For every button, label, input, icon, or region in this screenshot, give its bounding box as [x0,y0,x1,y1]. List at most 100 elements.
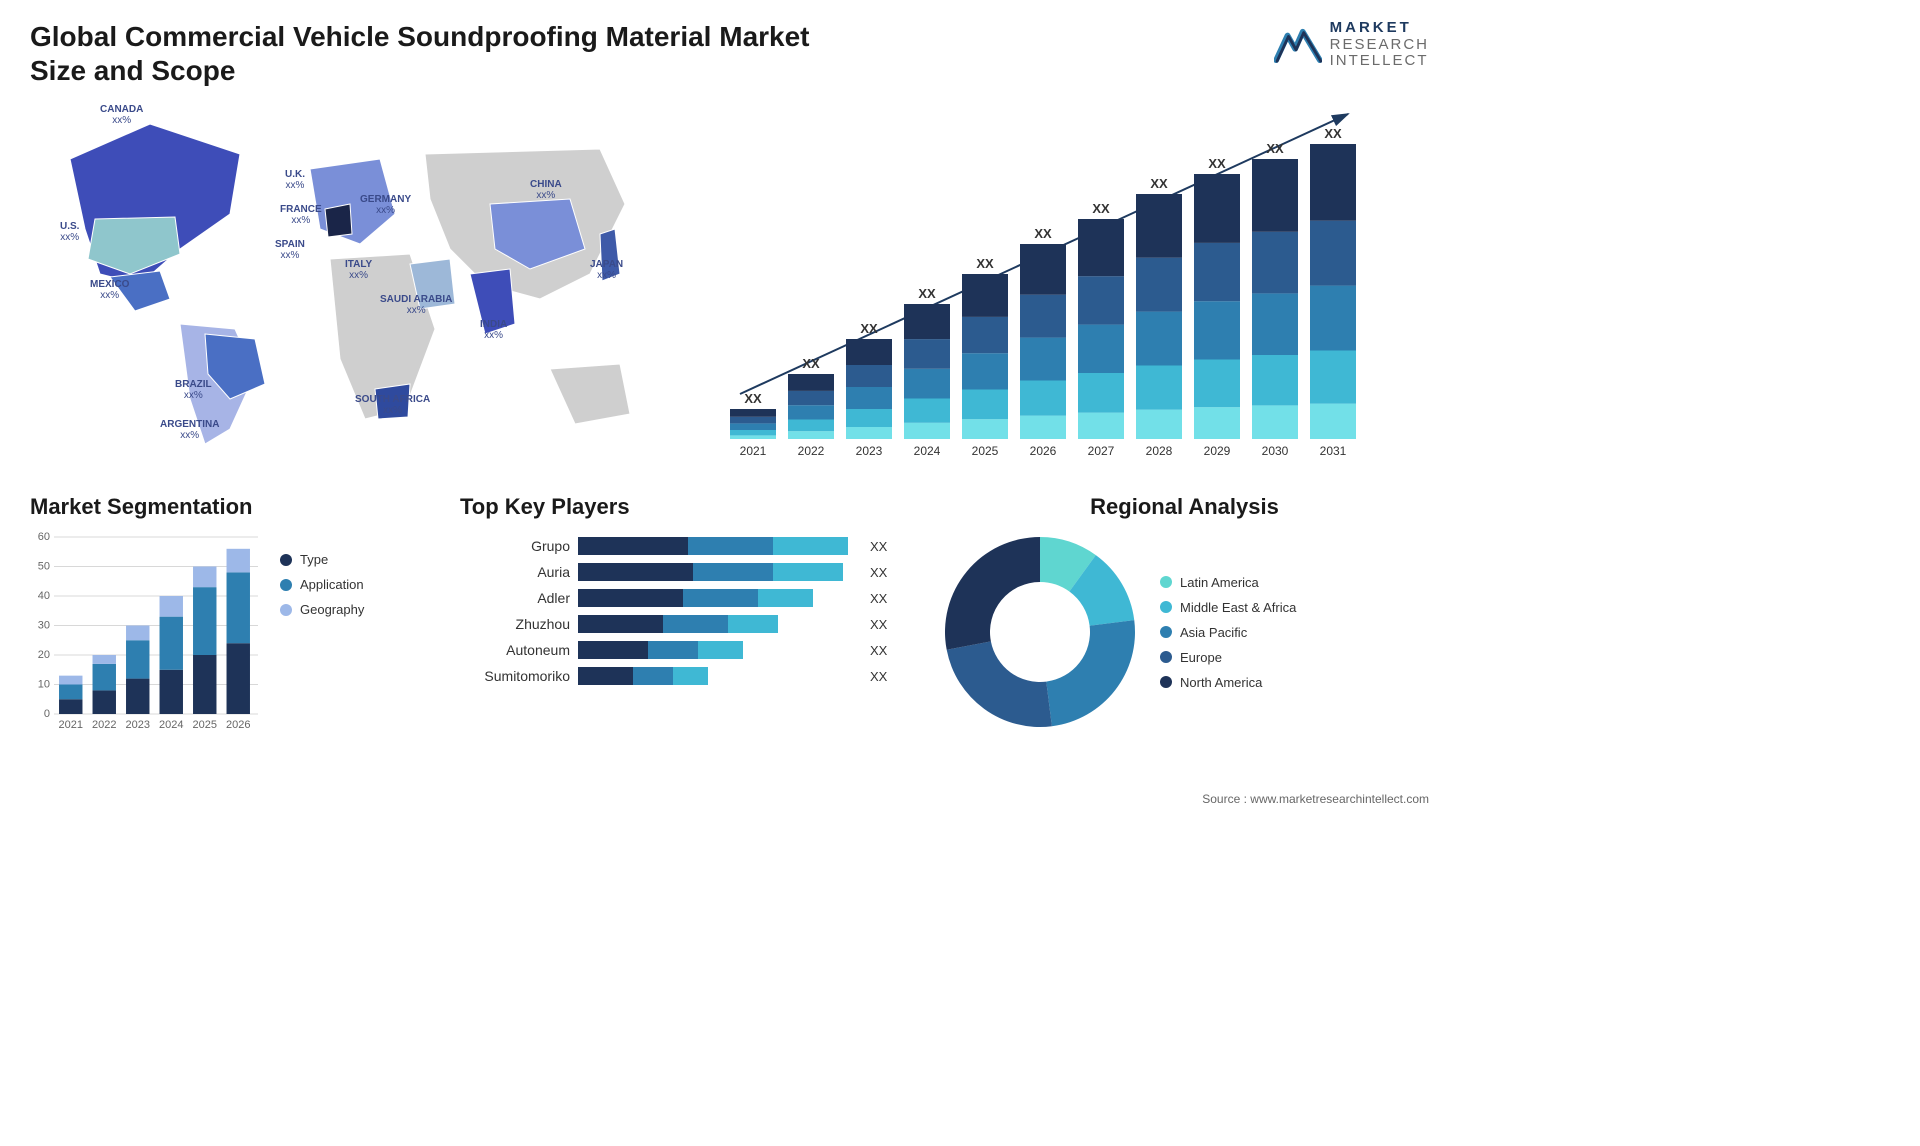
player-row: Zhuzhou XX [460,615,900,633]
svg-text:XX: XX [744,391,762,406]
svg-text:2024: 2024 [159,719,183,731]
map-label-south-africa: SOUTH AFRICAxx% [355,394,430,416]
region-legend-item: Middle East & Africa [1160,600,1296,615]
map-label-france: FRANCExx% [280,204,322,226]
svg-text:XX: XX [860,321,878,336]
world-map: CANADAxx% U.S.xx% MEXICOxx% BRAZILxx% ARGENT… [30,99,670,469]
map-label-japan: JAPANxx% [590,259,623,281]
seg-legend-item: Application [280,577,364,592]
player-bar [578,667,862,685]
svg-text:10: 10 [38,679,50,691]
player-name: Autoneum [460,642,570,658]
players-panel: Top Key Players GrupoXXAuriaXXAdlerXXZhu… [460,494,910,732]
regional-legend: Latin America Middle East & Africa Asia Pa… [1160,575,1296,690]
map-label-italy: ITALYxx% [345,259,372,281]
svg-text:20: 20 [38,649,50,661]
svg-text:2028: 2028 [1146,444,1173,458]
segmentation-panel: Market Segmentation 0 10 20 30 40 50 60 2021 202… [30,494,430,732]
map-label-u.k.: U.K.xx% [285,169,305,191]
svg-text:XX: XX [802,356,820,371]
regional-donut [940,532,1140,732]
svg-text:60: 60 [38,532,50,543]
segmentation-chart: 0 10 20 30 40 50 60 2021 2022 2023 2024 2025 2026 [30,532,260,732]
player-bar [578,537,862,555]
region-legend-item: North America [1160,675,1296,690]
segmentation-title: Market Segmentation [30,494,430,520]
regional-title: Regional Analysis [940,494,1429,520]
player-row: Autoneum XX [460,641,900,659]
svg-text:0: 0 [44,708,50,720]
player-value: XX [870,591,900,606]
svg-text:50: 50 [38,561,50,573]
player-row: Auria XX [460,563,900,581]
player-bar [578,641,862,659]
svg-text:XX: XX [1324,126,1342,141]
svg-text:2021: 2021 [59,719,83,731]
logo-line2: RESEARCH [1330,37,1429,54]
player-value: XX [870,617,900,632]
svg-text:2023: 2023 [856,444,883,458]
svg-text:XX: XX [1150,176,1168,191]
svg-text:XX: XX [976,256,994,271]
map-label-spain: SPAINxx% [275,239,305,261]
player-value: XX [870,643,900,658]
map-label-brazil: BRAZILxx% [175,379,212,401]
svg-text:2024: 2024 [914,444,941,458]
logo-line3: INTELLECT [1330,53,1429,70]
map-label-argentina: ARGENTINAxx% [160,419,219,441]
player-name: Adler [460,590,570,606]
map-label-china: CHINAxx% [530,179,562,201]
svg-text:2022: 2022 [92,719,116,731]
map-label-india: INDIAxx% [480,319,507,341]
svg-text:2029: 2029 [1204,444,1231,458]
seg-legend-item: Type [280,552,364,567]
svg-text:40: 40 [38,590,50,602]
logo-line1: MARKET [1330,20,1429,37]
svg-text:2026: 2026 [1030,444,1057,458]
player-row: Sumitomoriko XX [460,667,900,685]
player-name: Sumitomoriko [460,668,570,684]
map-label-canada: CANADAxx% [100,104,143,126]
region-legend-item: Latin America [1160,575,1296,590]
player-bar [578,589,862,607]
region-legend-item: Asia Pacific [1160,625,1296,640]
logo-icon [1274,26,1322,64]
player-name: Auria [460,564,570,580]
player-value: XX [870,539,900,554]
player-name: Zhuzhou [460,616,570,632]
map-label-germany: GERMANYxx% [360,194,411,216]
growth-bar-chart: XX 2021 XX 2022 XX 2023 XX 2024 XX 2025 XX 2026 XX 20… [710,99,1429,469]
svg-text:2027: 2027 [1088,444,1115,458]
segmentation-legend: Type Application Geography [280,532,364,732]
svg-text:2030: 2030 [1262,444,1289,458]
player-bar [578,563,862,581]
svg-text:2023: 2023 [126,719,150,731]
players-title: Top Key Players [460,494,910,520]
svg-text:XX: XX [1092,201,1110,216]
player-bar [578,615,862,633]
svg-text:2025: 2025 [193,719,217,731]
svg-text:2021: 2021 [740,444,767,458]
brand-logo: MARKET RESEARCH INTELLECT [1274,20,1429,70]
player-row: Grupo XX [460,537,900,555]
svg-text:XX: XX [918,286,936,301]
player-value: XX [870,565,900,580]
player-row: Adler XX [460,589,900,607]
map-label-u.s.: U.S.xx% [60,221,79,243]
map-label-mexico: MEXICOxx% [90,279,129,301]
player-value: XX [870,669,900,684]
region-legend-item: Europe [1160,650,1296,665]
player-name: Grupo [460,538,570,554]
svg-text:2022: 2022 [798,444,825,458]
svg-text:30: 30 [38,620,50,632]
svg-text:XX: XX [1034,226,1052,241]
svg-text:XX: XX [1266,141,1284,156]
source-text: Source : www.marketresearchintellect.com [1202,792,1429,806]
svg-text:2031: 2031 [1320,444,1347,458]
seg-legend-item: Geography [280,602,364,617]
svg-text:XX: XX [1208,156,1226,171]
svg-text:2026: 2026 [226,719,250,731]
map-label-saudi-arabia: SAUDI ARABIAxx% [380,294,452,316]
svg-text:2025: 2025 [972,444,999,458]
page-title: Global Commercial Vehicle Soundproofing … [30,20,830,87]
